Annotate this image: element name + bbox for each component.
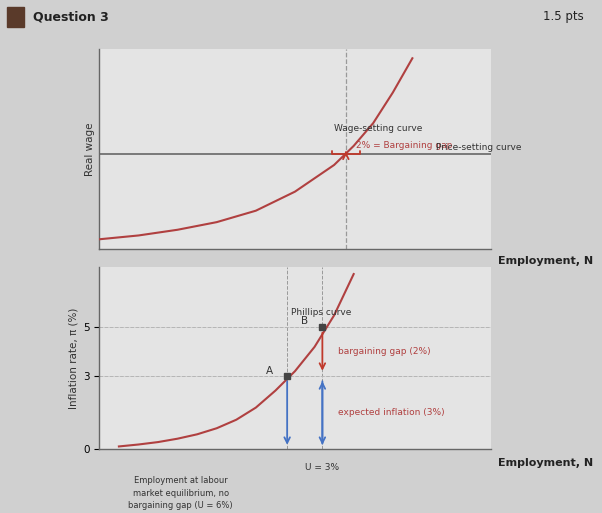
Text: Question 3: Question 3 [33,10,109,23]
Text: 2% = Bargaining gap: 2% = Bargaining gap [356,142,452,150]
Text: expected inflation (3%): expected inflation (3%) [338,408,445,417]
Bar [7,7,24,27]
Text: B: B [301,316,308,326]
Text: U = 3%: U = 3% [305,463,340,471]
Text: Employment, N: Employment, N [498,256,594,266]
Text: bargaining gap (2%): bargaining gap (2%) [338,347,430,356]
Y-axis label: Real wage: Real wage [85,122,95,175]
Y-axis label: Inflation rate, π (%): Inflation rate, π (%) [69,307,79,408]
Text: Phillips curve: Phillips curve [291,308,352,318]
Text: Price-setting curve: Price-setting curve [436,143,521,152]
Text: Employment at labour
market equilibrium, no
bargaining gap (U = 6%): Employment at labour market equilibrium,… [128,477,233,510]
Text: Wage-setting curve: Wage-setting curve [334,124,423,133]
Text: A: A [265,366,273,376]
Text: 1.5 pts: 1.5 pts [543,10,584,23]
Text: Employment, N: Employment, N [498,459,594,468]
